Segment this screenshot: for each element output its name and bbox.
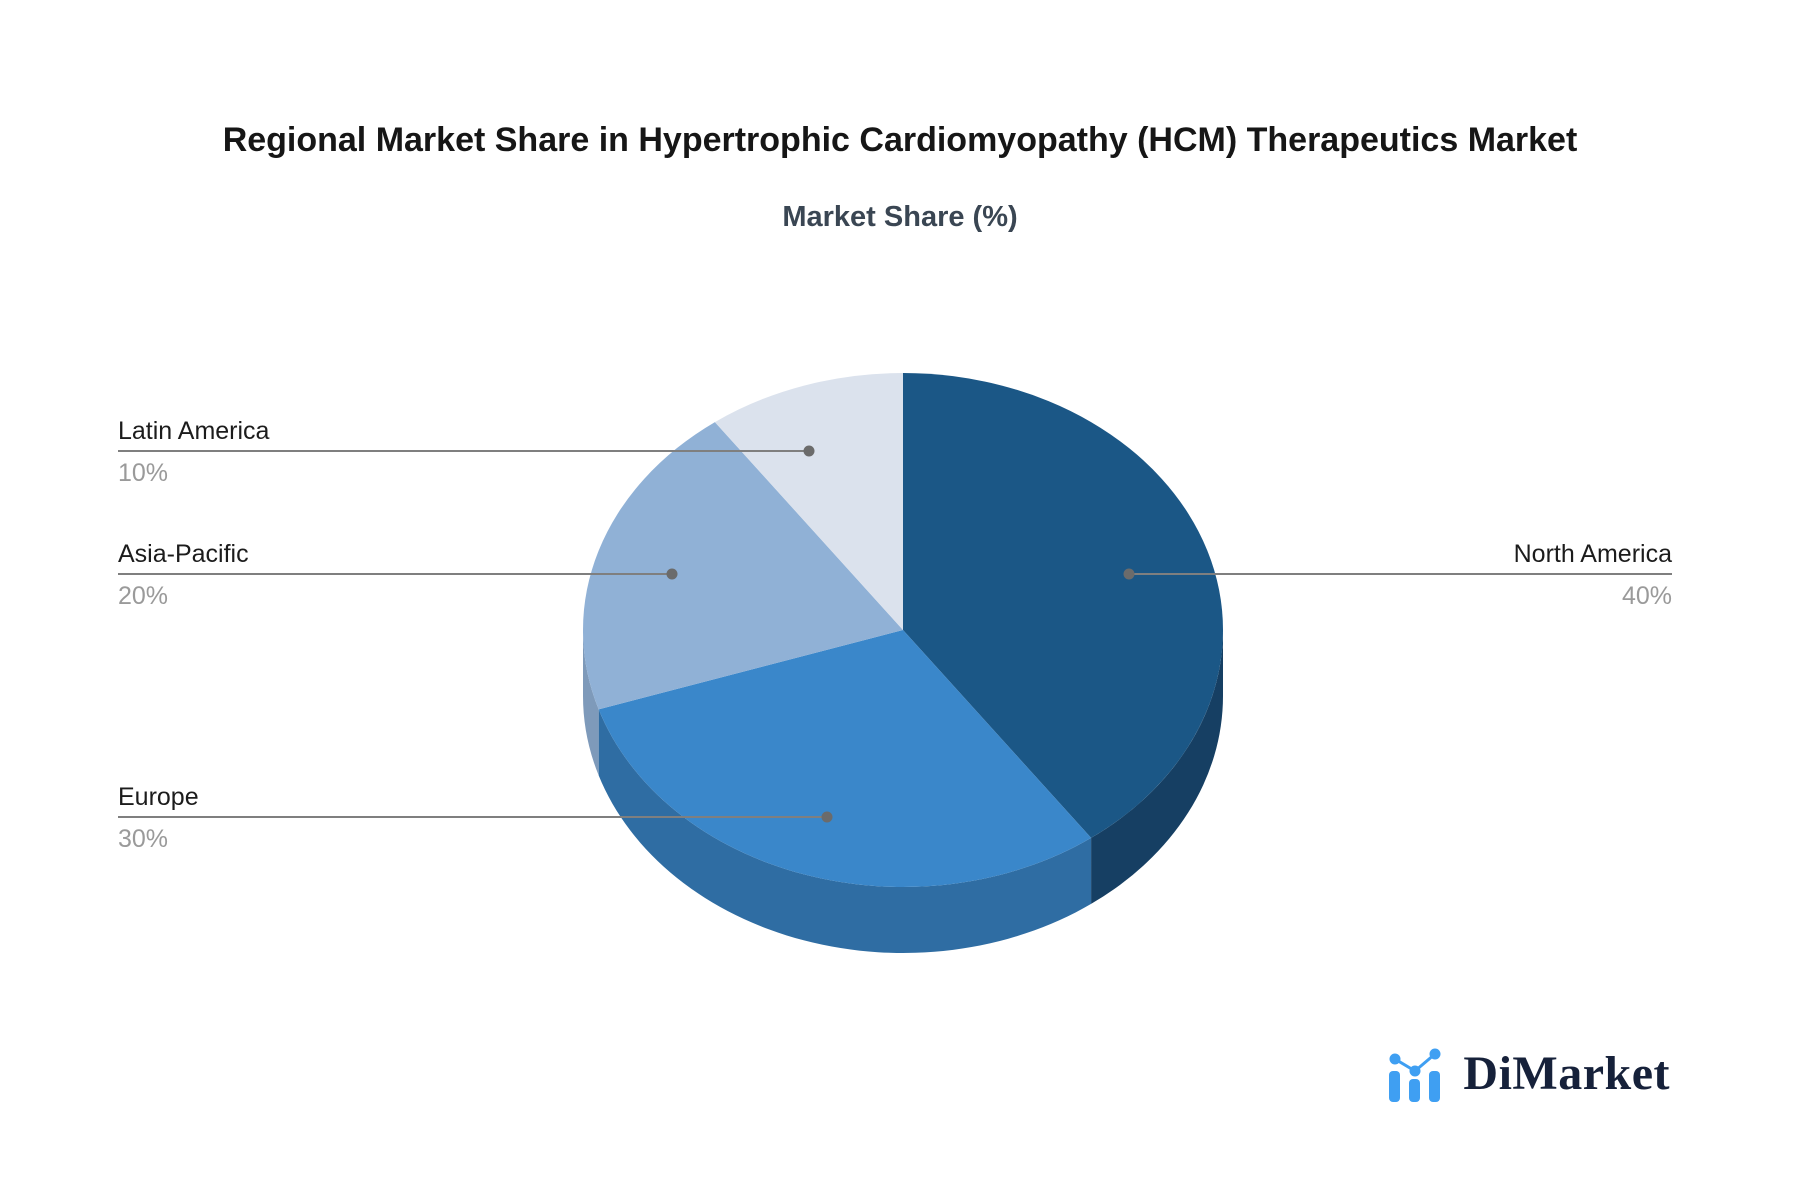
slice-label-europe: Europe bbox=[118, 783, 199, 811]
leader-dot-latin-america bbox=[803, 445, 815, 457]
pie-slice-north-america[interactable] bbox=[903, 373, 1223, 838]
pie-slice-europe[interactable] bbox=[598, 630, 1092, 887]
dimarket-logo: DiMarket bbox=[1386, 1042, 1670, 1106]
chart-subtitle: Market Share (%) bbox=[782, 201, 1018, 233]
slice-label-latin-america: Latin America bbox=[118, 417, 270, 445]
pie-slice-side-europe bbox=[598, 709, 1092, 953]
leader-dot-asia-pacific bbox=[666, 568, 678, 580]
slice-value-europe: 30% bbox=[118, 825, 169, 853]
slice-value-asia-pacific: 20% bbox=[118, 582, 169, 610]
dimarket-logo-text: DiMarket bbox=[1463, 1047, 1670, 1100]
leader-dot-europe bbox=[821, 811, 833, 823]
slice-value-latin-america: 10% bbox=[118, 459, 169, 487]
pie-slice-side-north-america bbox=[1091, 630, 1223, 904]
pie-slice-latin-america[interactable] bbox=[714, 373, 903, 630]
dimarket-logo-icon bbox=[1389, 1048, 1441, 1102]
leader-dot-north-america bbox=[1123, 568, 1135, 580]
slice-value-north-america: 40% bbox=[1621, 582, 1672, 610]
chart-title: Regional Market Share in Hypertrophic Ca… bbox=[222, 121, 1578, 159]
slice-label-asia-pacific: Asia-Pacific bbox=[118, 540, 249, 568]
slice-label-north-america: North America bbox=[1513, 540, 1672, 568]
pie-slice-side-asia-pacific bbox=[583, 630, 599, 776]
pie-slice-asia-pacific[interactable] bbox=[583, 422, 903, 710]
